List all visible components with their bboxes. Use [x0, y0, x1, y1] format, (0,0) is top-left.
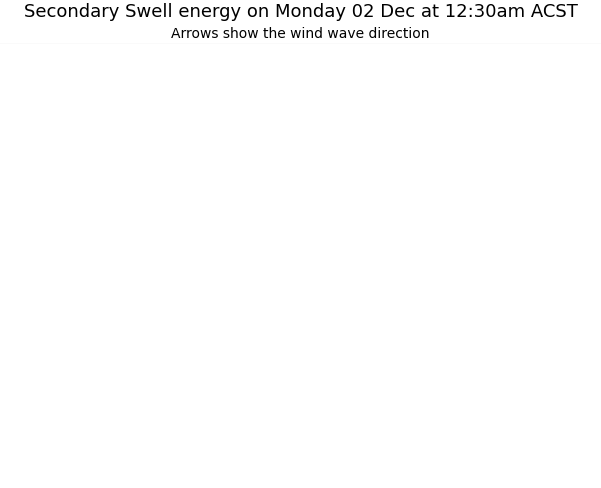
- Text: Arrows show the wind wave direction: Arrows show the wind wave direction: [171, 27, 430, 41]
- Text: Map requires cartopy: Map requires cartopy: [197, 257, 404, 275]
- Text: Secondary Swell energy on Monday 02 Dec at 12:30am ACST: Secondary Swell energy on Monday 02 Dec …: [23, 3, 578, 21]
